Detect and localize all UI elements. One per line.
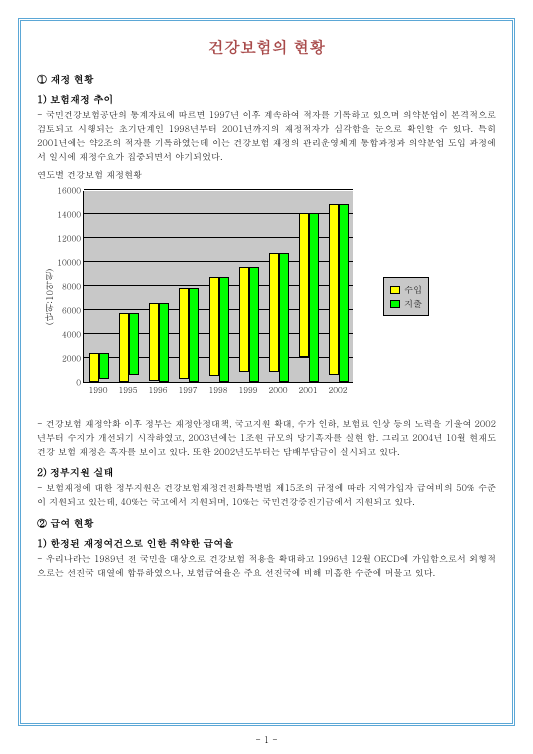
x-tick-label: 1990 [88,385,107,396]
bar-income [179,288,189,379]
bar-income [269,253,279,372]
y-tick-label: 14000 [49,209,81,220]
legend-item-expense: 지출 [390,297,422,310]
swatch-green [390,300,400,308]
y-tick-label: 10000 [49,257,81,268]
y-tick-label: 16000 [49,185,81,196]
page-border: 건강보험의 현황 ① 재정 현황 1) 보험재정 추이 - 국민건강보험공단의 … [18,18,515,726]
bar-expense [219,277,229,381]
bar-income [299,213,309,357]
bar-group [329,204,349,382]
bar-expense [249,267,259,382]
bar-income [209,277,219,375]
chart-container: (단위:10억원) 0 2000 4000 6000 8000 10000 12000 140… [41,183,496,411]
bar-group [209,277,229,381]
x-tick-label: 1995 [118,385,137,396]
bar-group [239,267,259,382]
bar-income [89,353,99,382]
section-2-sub-1: 1) 한정된 재정여건으로 인한 취약한 급여율 [37,536,496,550]
chart-caption: 연도별 건강보험 재정현황 [37,168,496,181]
bar-expense [309,213,319,382]
page-number: - 1 - [0,733,533,746]
bar-group [179,288,199,382]
bar-income [239,267,249,373]
x-tick-label: 1998 [208,385,227,396]
y-tick-label: 8000 [49,281,81,292]
bar-group [119,313,139,381]
x-tick-label: 2001 [298,385,317,396]
paragraph-1-3: - 보험재정에 대한 정부지원은 건강보험재정건전화특별법 제15조의 규정에 … [37,481,496,509]
paragraph-1-2: - 건강보험 재정악화 이후 정부는 재정안정대책, 국고지원 확대, 수가 인… [37,417,496,459]
y-tick-label: 2000 [49,353,81,364]
section-1-sub-2: 2) 정부지원 실태 [37,465,496,479]
page-title: 건강보험의 현황 [37,35,496,58]
y-axis-label: (단위:10억원) [43,268,56,325]
x-tick-label: 2000 [268,385,287,396]
y-tick-label: 6000 [49,305,81,316]
paragraph-2-1: - 우리나라는 1989년 전 국민을 대상으로 건강보험 적용을 확대하고 1… [37,552,496,580]
bar-income [119,313,129,381]
bar-expense [189,288,199,382]
grid-line [84,189,353,190]
swatch-yellow [390,286,400,294]
bar-expense [129,313,139,374]
section-2-head: ② 급여 현황 [37,516,496,530]
legend-item-income: 수입 [390,283,422,296]
paragraph-1-1: - 국민건강보험공단의 통계자료에 따르면 1997년 이후 계속하여 적자를 … [37,108,496,164]
y-tick-label: 4000 [49,329,81,340]
y-tick-label: 12000 [49,233,81,244]
bar-expense [159,303,169,382]
bar-group [269,253,289,381]
bar-chart: (단위:10억원) 0 2000 4000 6000 8000 10000 12000 140… [41,183,371,411]
bar-group [89,353,109,382]
plot-area [83,191,353,383]
section-1-sub-1: 1) 보험재정 추이 [37,92,496,106]
bar-expense [279,253,289,381]
x-tick-label: 2002 [328,385,347,396]
legend-label-expense: 지출 [404,297,422,310]
legend-label-income: 수입 [404,283,422,296]
x-tick-label: 1996 [148,385,167,396]
x-tick-label: 1999 [238,385,257,396]
bar-group [299,213,319,382]
x-tick-label: 1997 [178,385,197,396]
chart-legend: 수입 지출 [383,277,429,316]
section-1-head: ① 재정 현황 [37,72,496,86]
bar-income [149,303,159,381]
bar-expense [99,353,109,379]
bar-expense [339,204,349,382]
bar-group [149,303,169,382]
bar-income [329,204,339,374]
y-tick-label: 0 [49,377,81,388]
